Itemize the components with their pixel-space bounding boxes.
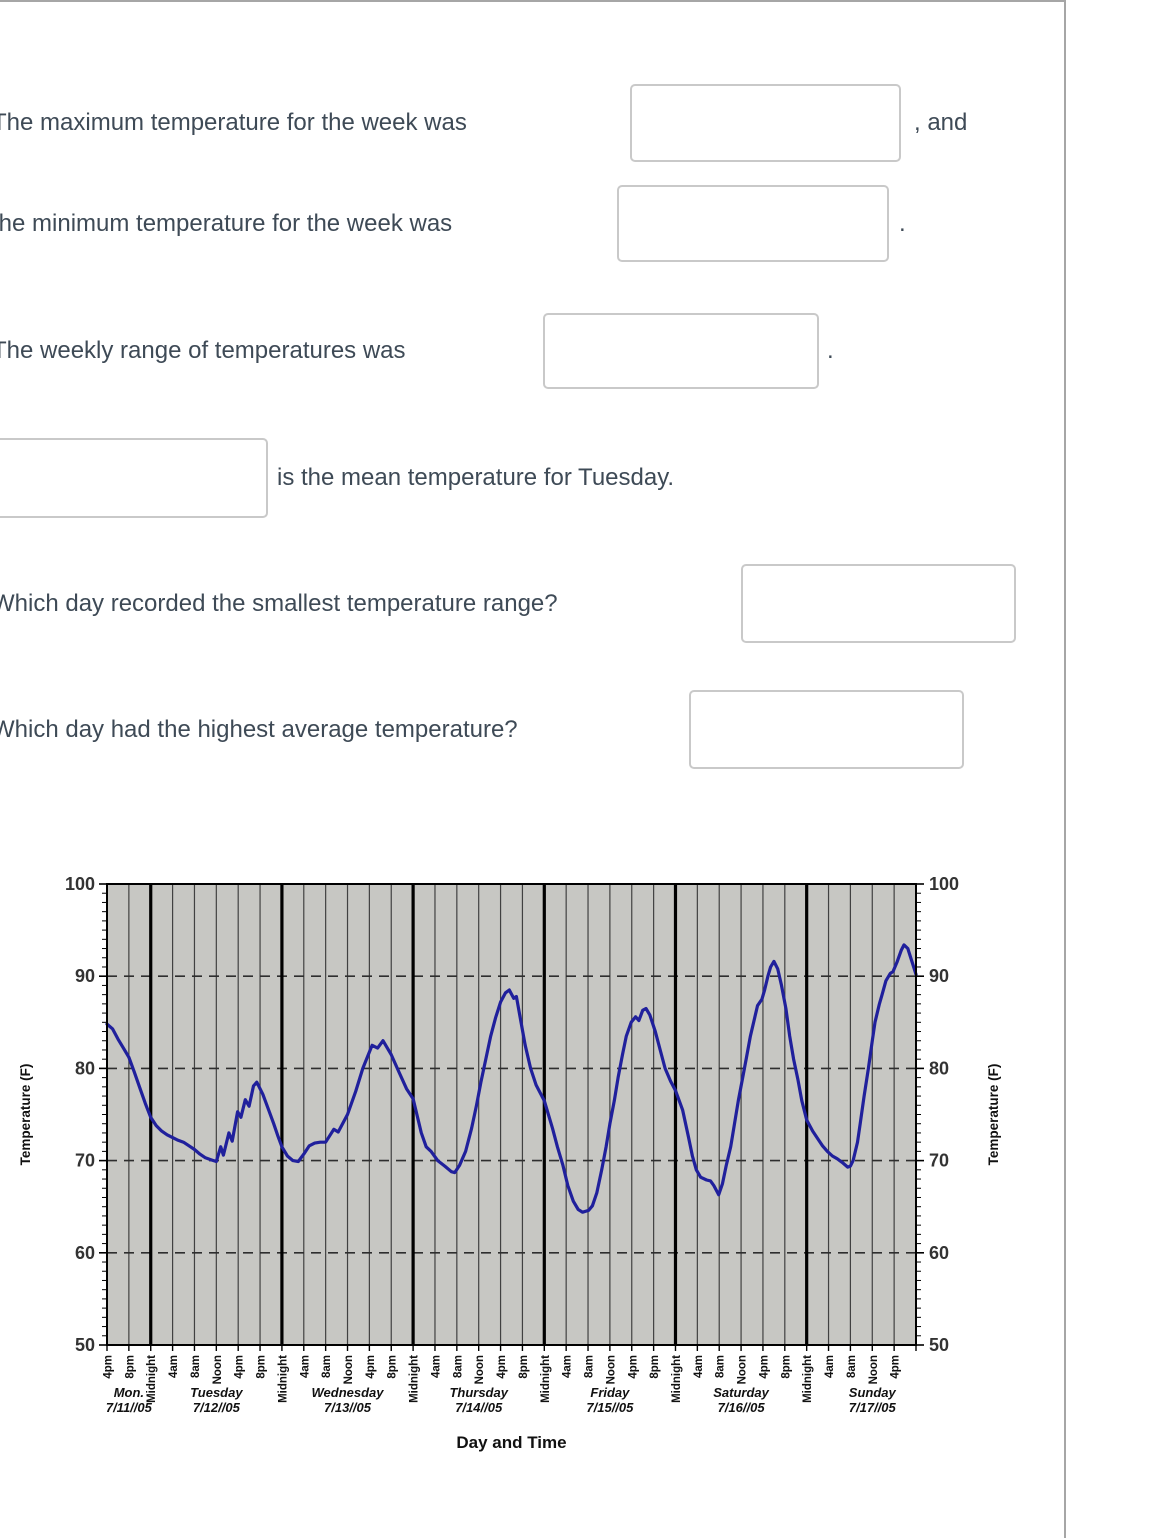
x-tick-label: 8am xyxy=(452,1355,464,1378)
x-tick-label: 4pm xyxy=(496,1355,508,1379)
highest-average-day-input[interactable] xyxy=(689,690,964,769)
x-tick-label: Noon xyxy=(737,1355,749,1384)
x-tick-label: 4pm xyxy=(365,1355,377,1379)
x-tick-label: 8am xyxy=(715,1355,727,1378)
question-min-temp-text: the minimum temperature for the week was xyxy=(0,209,453,237)
question-max-temp-text: The maximum temperature for the week was xyxy=(0,109,467,136)
y-axis-label-right: 70 xyxy=(929,1151,949,1171)
x-tick-label: 8am xyxy=(190,1355,202,1378)
max-temp-input[interactable] xyxy=(630,84,901,162)
day-label: Saturday xyxy=(713,1385,769,1400)
x-tick-label: 4am xyxy=(430,1355,442,1378)
x-tick-label: 4am xyxy=(168,1355,180,1378)
smallest-range-day-input[interactable] xyxy=(741,564,1016,643)
x-tick-label: Midnight xyxy=(409,1355,421,1403)
x-tick-label: 4am xyxy=(562,1355,574,1378)
day-label: Mon. xyxy=(114,1385,144,1400)
x-tick-label: 8pm xyxy=(649,1355,661,1379)
day-date-label: 7/15//05 xyxy=(586,1400,634,1415)
x-tick-label: 8am xyxy=(584,1355,596,1378)
x-tick-label: 4pm xyxy=(103,1355,115,1379)
x-tick-label: 8am xyxy=(846,1355,858,1378)
x-tick-label: Noon xyxy=(343,1355,355,1384)
x-axis-title: Day and Time xyxy=(456,1433,566,1452)
question-min-temp-suffix: . xyxy=(899,209,906,237)
day-date-label: 7/12//05 xyxy=(193,1400,241,1415)
day-label: Sunday xyxy=(849,1385,897,1400)
x-tick-label: 4am xyxy=(299,1355,311,1378)
x-tick-label: 4pm xyxy=(627,1355,639,1379)
x-tick-label: Noon xyxy=(868,1355,880,1384)
x-tick-label: Midnight xyxy=(146,1355,158,1403)
y-axis-title-right: Temperature (F) xyxy=(986,1064,1001,1166)
x-tick-label: Noon xyxy=(474,1355,486,1384)
x-tick-label: Noon xyxy=(212,1355,224,1384)
x-tick-label: 8pm xyxy=(387,1355,399,1379)
page-top-border xyxy=(0,0,1066,2)
y-axis-label-right: 80 xyxy=(929,1058,949,1078)
y-axis-label-right: 60 xyxy=(929,1243,949,1263)
x-tick-label: Midnight xyxy=(277,1355,289,1403)
y-axis-label-left: 80 xyxy=(75,1058,95,1078)
x-tick-label: 8am xyxy=(321,1355,333,1378)
plot-background xyxy=(107,884,916,1345)
y-axis-label-right: 90 xyxy=(929,966,949,986)
min-temp-input[interactable] xyxy=(617,185,889,262)
x-tick-label: 8pm xyxy=(256,1355,268,1379)
x-tick-label: 4pm xyxy=(234,1355,246,1379)
y-axis-label-left: 60 xyxy=(75,1243,95,1263)
y-axis-label-left: 100 xyxy=(65,875,95,894)
day-date-label: 7/16//05 xyxy=(718,1400,766,1415)
x-tick-label: 8pm xyxy=(124,1355,136,1379)
x-tick-label: 8pm xyxy=(518,1355,530,1379)
day-label: Tuesday xyxy=(190,1385,243,1400)
x-tick-label: 4am xyxy=(693,1355,705,1378)
y-axis-label-left: 70 xyxy=(75,1151,95,1171)
y-axis-label-left: 50 xyxy=(75,1335,95,1355)
y-axis-label-left: 90 xyxy=(75,966,95,986)
temperature-curve xyxy=(105,943,918,1214)
question-highest-average-text: Which day had the highest average temper… xyxy=(0,715,518,743)
day-label: Thursday xyxy=(449,1385,508,1400)
x-tick-label: Noon xyxy=(605,1355,617,1384)
y-axis-label-right: 50 xyxy=(929,1335,949,1355)
day-date-label: 7/11//05 xyxy=(106,1400,153,1415)
x-tick-label: Midnight xyxy=(802,1355,814,1403)
x-tick-label: 4pm xyxy=(890,1355,902,1379)
x-tick-label: 8pm xyxy=(780,1355,792,1379)
day-date-label: 7/13//05 xyxy=(324,1400,372,1415)
tuesday-mean-input[interactable] xyxy=(0,438,268,518)
question-weekly-range-suffix: . xyxy=(827,337,834,364)
page-right-divider xyxy=(1064,0,1066,1538)
question-max-temp-suffix: , and xyxy=(914,109,968,136)
question-smallest-range-text: Which day recorded the smallest temperat… xyxy=(0,589,558,617)
temperature-chart-svg: 50 50 60 60 70 70 80 80 90 90 100 100 4pm 8pm Midnight… xyxy=(18,874,1001,1452)
day-label: Wednesday xyxy=(312,1385,385,1400)
day-label: Friday xyxy=(590,1385,630,1400)
weekly-range-input[interactable] xyxy=(543,313,819,389)
x-tick-label: 4pm xyxy=(758,1355,770,1379)
y-axis-title-left: Temperature (F) xyxy=(18,1064,33,1166)
question-weekly-range-text: The weekly range of temperatures was xyxy=(0,337,406,364)
x-tick-label: 4am xyxy=(824,1355,836,1378)
x-tick-label: Midnight xyxy=(540,1355,552,1403)
day-date-label: 7/17//05 xyxy=(849,1400,897,1415)
y-axis-label-right: 100 xyxy=(929,875,959,894)
day-date-label: 7/14//05 xyxy=(455,1400,503,1415)
x-tick-label: Midnight xyxy=(671,1355,683,1403)
question-tuesday-mean-text: is the mean temperature for Tuesday. xyxy=(277,464,675,491)
temperature-chart: 50 50 60 60 70 70 80 80 90 90 100 100 4pm 8pm Midnight… xyxy=(0,874,1010,1470)
